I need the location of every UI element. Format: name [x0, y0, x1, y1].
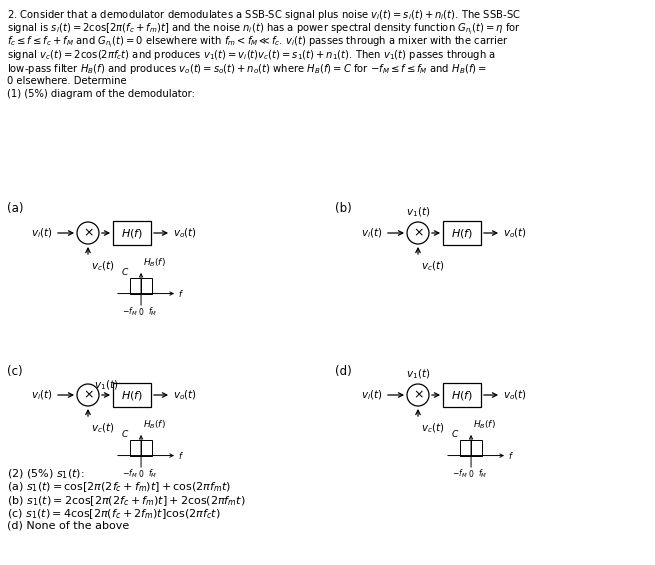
Text: $v_i(t)$: $v_i(t)$ — [31, 388, 53, 402]
Bar — [471, 440, 482, 455]
Text: $v_i(t)$: $v_i(t)$ — [362, 388, 383, 402]
Text: (a) $s_1(t) = \cos[2\pi(2f_c + f_m)t] + \cos(2\pi f_m t)$: (a) $s_1(t) = \cos[2\pi(2f_c + f_m)t] + … — [7, 480, 231, 494]
Text: $\times$: $\times$ — [83, 389, 94, 402]
Text: (b) $s_1(t) = 2\cos[2\pi(2f_c + f_m)t] + 2\cos(2\pi f_m t)$: (b) $s_1(t) = 2\cos[2\pi(2f_c + f_m)t] +… — [7, 494, 246, 508]
Text: $v_1(t)$: $v_1(t)$ — [94, 379, 118, 392]
Text: (d): (d) — [335, 365, 352, 378]
Text: low-pass filter $H_B(f)$ and produces $v_o(t) = s_o(t) + n_o(t)$ where $H_B(f) =: low-pass filter $H_B(f)$ and produces $v… — [7, 62, 487, 76]
Text: $0$: $0$ — [468, 468, 474, 479]
Text: $H_B(f)$: $H_B(f)$ — [143, 419, 166, 431]
Bar — [130, 440, 141, 455]
Bar — [443, 383, 481, 407]
Text: $H(f)$: $H(f)$ — [451, 227, 473, 240]
Text: $H(f)$: $H(f)$ — [121, 227, 143, 240]
Text: $f$: $f$ — [178, 288, 184, 299]
Text: $C$: $C$ — [121, 428, 129, 440]
Text: $C$: $C$ — [121, 266, 129, 277]
Text: $v_1(t)$: $v_1(t)$ — [406, 206, 430, 219]
Bar — [460, 440, 471, 455]
Text: signal $v_c(t) = 2\cos(2\pi f_c t)$ and produces $v_1(t) = v_i(t)v_c(t) = s_1(t): signal $v_c(t) = 2\cos(2\pi f_c t)$ and … — [7, 49, 496, 63]
Text: $v_o(t)$: $v_o(t)$ — [503, 226, 527, 240]
Text: $f$: $f$ — [178, 450, 184, 461]
Bar — [130, 279, 141, 294]
Text: (1) (5%) diagram of the demodulator:: (1) (5%) diagram of the demodulator: — [7, 89, 195, 99]
Text: $f_M$: $f_M$ — [477, 468, 487, 480]
Text: $\times$: $\times$ — [413, 389, 423, 402]
Text: $f_M$: $f_M$ — [147, 306, 157, 319]
Text: 2. Consider that a demodulator demodulates a SSB-SC signal plus noise $v_i(t) = : 2. Consider that a demodulator demodulat… — [7, 8, 521, 22]
Text: $0$: $0$ — [138, 468, 144, 479]
Text: $-f_M$: $-f_M$ — [452, 468, 468, 480]
Bar — [443, 221, 481, 245]
Text: $v_i(t)$: $v_i(t)$ — [362, 226, 383, 240]
Text: $v_o(t)$: $v_o(t)$ — [173, 388, 197, 402]
Text: $f$: $f$ — [508, 450, 514, 461]
Text: $\times$: $\times$ — [413, 227, 423, 240]
Text: (a): (a) — [7, 202, 24, 215]
Text: 0 elsewhere. Determine: 0 elsewhere. Determine — [7, 76, 126, 85]
Text: $v_1(t)$: $v_1(t)$ — [406, 367, 430, 381]
Text: $H(f)$: $H(f)$ — [121, 389, 143, 402]
Bar — [141, 440, 152, 455]
Text: (c) $s_1(t) = 4\cos[2\pi(f_c + 2f_m)t]\cos(2\pi f_c t)$: (c) $s_1(t) = 4\cos[2\pi(f_c + 2f_m)t]\c… — [7, 507, 221, 521]
Text: (d) None of the above: (d) None of the above — [7, 521, 129, 531]
Text: $f_M$: $f_M$ — [147, 468, 157, 480]
Text: $H_B(f)$: $H_B(f)$ — [143, 257, 166, 269]
Text: $H_B(f)$: $H_B(f)$ — [473, 419, 496, 431]
Bar — [113, 221, 151, 245]
Text: $v_c(t)$: $v_c(t)$ — [91, 259, 115, 272]
Text: (c): (c) — [7, 365, 23, 378]
Text: (2) (5%) $s_1(t)$:: (2) (5%) $s_1(t)$: — [7, 467, 84, 481]
Text: $\times$: $\times$ — [83, 227, 94, 240]
Bar — [141, 279, 152, 294]
Text: $-f_M$: $-f_M$ — [122, 468, 138, 480]
Text: $v_c(t)$: $v_c(t)$ — [421, 259, 445, 272]
Text: $v_i(t)$: $v_i(t)$ — [31, 226, 53, 240]
Text: $-f_M$: $-f_M$ — [122, 306, 138, 319]
Text: (b): (b) — [335, 202, 352, 215]
Text: $0$: $0$ — [138, 306, 144, 317]
Text: $v_o(t)$: $v_o(t)$ — [503, 388, 527, 402]
Text: $H(f)$: $H(f)$ — [451, 389, 473, 402]
Bar — [113, 383, 151, 407]
Text: $C$: $C$ — [451, 428, 459, 440]
Text: $v_c(t)$: $v_c(t)$ — [91, 421, 115, 434]
Text: $v_o(t)$: $v_o(t)$ — [173, 226, 197, 240]
Text: $f_c \leq f \leq f_c + f_M$ and $G_{n_i}(t) = 0$ elsewhere with $f_m < f_M \ll f: $f_c \leq f \leq f_c + f_M$ and $G_{n_i}… — [7, 35, 508, 50]
Text: $v_c(t)$: $v_c(t)$ — [421, 421, 445, 434]
Text: signal is $s_i(t) = 2\cos[2\pi(f_c + f_m)t]$ and the noise $n_i(t)$ has a power : signal is $s_i(t) = 2\cos[2\pi(f_c + f_m… — [7, 21, 521, 37]
